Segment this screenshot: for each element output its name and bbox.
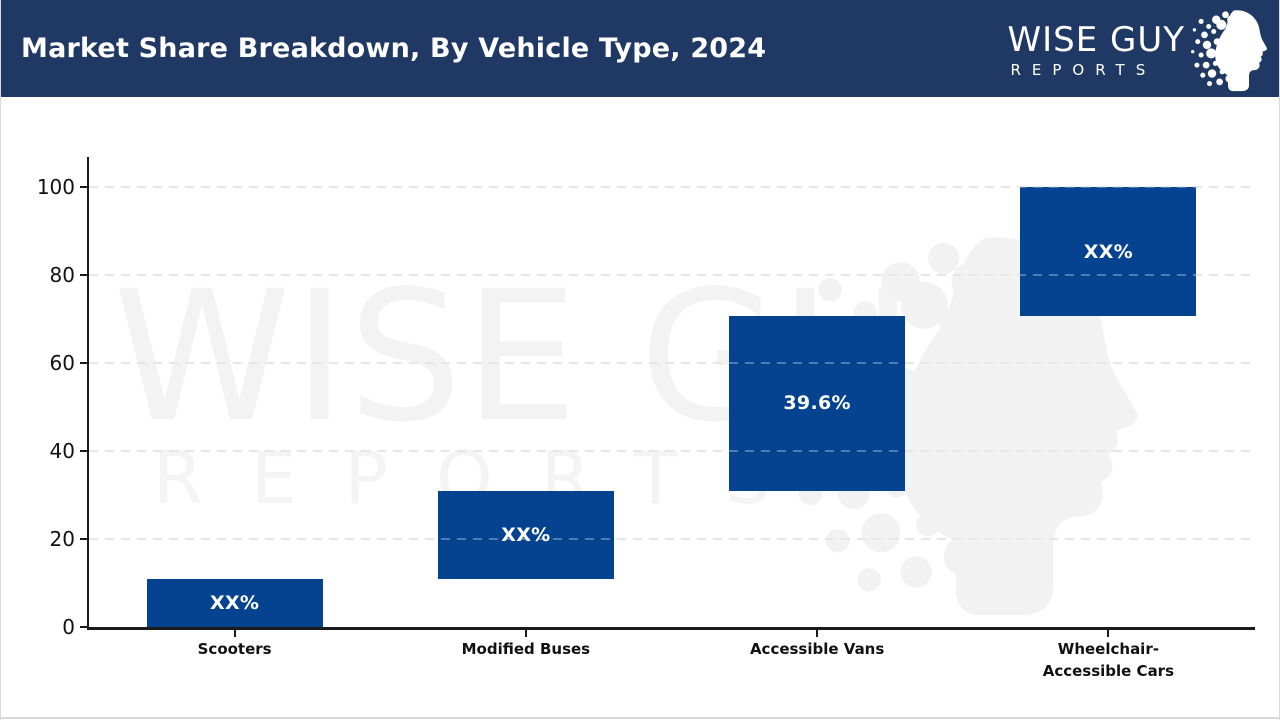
gridline-overlay <box>89 362 1254 364</box>
bar-value-label: XX% <box>210 591 260 614</box>
y-axis-tick <box>80 274 88 276</box>
page-title: Market Share Breakdown, By Vehicle Type,… <box>21 33 767 64</box>
bar-value-label: XX% <box>1083 240 1133 263</box>
x-tick-label: Scooters <box>105 638 365 660</box>
x-tick-label-line: Accessible Vans <box>749 640 885 658</box>
y-axis-tick <box>80 362 88 364</box>
y-axis-line <box>87 157 89 629</box>
gridline <box>89 186 1254 188</box>
y-tick-label: 20 <box>49 527 75 551</box>
x-axis-tick <box>816 629 819 637</box>
x-axis-line <box>87 627 1255 630</box>
logo-wordmark-line1: WISE GUY <box>1007 20 1185 60</box>
bottom-border <box>1 717 1279 719</box>
gridline <box>89 450 1254 452</box>
gridline <box>89 274 1254 276</box>
y-axis-tick <box>80 186 88 188</box>
gridline-overlay <box>89 538 1254 540</box>
y-tick-label: 40 <box>49 439 75 463</box>
gridline-overlay <box>89 274 1254 276</box>
gridline <box>89 362 1254 364</box>
gridline <box>89 538 1254 540</box>
x-tick-label: Wheelchair- Accessible Cars <box>978 638 1238 682</box>
y-axis-tick <box>80 450 88 452</box>
gridline-overlay <box>89 186 1254 188</box>
bar: XX% <box>146 578 323 627</box>
bar: XX% <box>437 490 614 579</box>
x-tick-label: Modified Buses <box>396 638 656 660</box>
bar: XX% <box>1020 187 1197 317</box>
y-axis-tick <box>80 538 88 540</box>
gridline-overlay <box>89 450 1254 452</box>
y-tick-label: 60 <box>49 351 75 375</box>
header-band: Market Share Breakdown, By Vehicle Type,… <box>1 0 1279 97</box>
wise-guy-reports-logo: WISE GUY REPORTS <box>1003 4 1273 94</box>
x-axis-tick <box>524 629 527 637</box>
x-tick-label: Accessible Vans <box>687 638 947 660</box>
logo-wordmark-line2: REPORTS <box>1010 61 1157 79</box>
x-axis-tick <box>233 629 236 637</box>
logo-wordmark: WISE GUY REPORTS <box>1007 22 1185 79</box>
x-tick-label-line: Scooters <box>197 640 272 658</box>
y-tick-label: 0 <box>62 615 75 639</box>
x-axis-tick <box>1107 629 1110 637</box>
x-tick-label-line: Wheelchair- <box>1057 640 1159 658</box>
y-tick-label: 80 <box>49 263 75 287</box>
logo-face-icon <box>1191 10 1267 92</box>
x-tick-label-line: Accessible Cars <box>1042 662 1175 680</box>
plot-area: WISE GUY REPORTS 0 20 40 60 80 100 XX% Scooters… <box>1 97 1279 714</box>
x-tick-label-line: Modified Buses <box>461 640 591 658</box>
bar-value-label: XX% <box>501 523 551 546</box>
bar-value-label: 39.6% <box>783 392 851 415</box>
bar: 39.6% <box>729 316 906 491</box>
y-axis-tick <box>80 626 88 628</box>
y-tick-label: 100 <box>36 175 75 199</box>
